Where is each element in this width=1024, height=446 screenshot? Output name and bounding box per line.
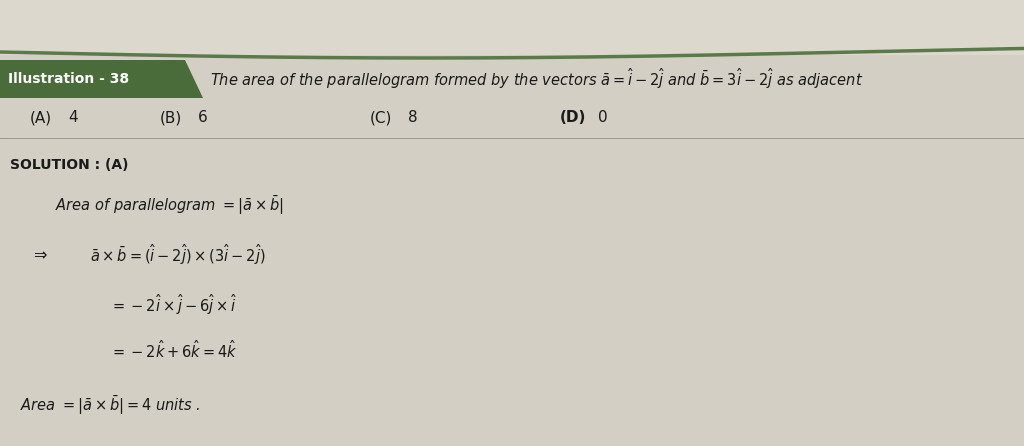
- Text: The area of the parallelogram formed by the vectors $\bar{a}=\hat{i}-2\hat{j}$ a: The area of the parallelogram formed by …: [210, 66, 863, 91]
- Text: (A): (A): [30, 111, 52, 125]
- Text: $\bar{a}\times\bar{b}=(\hat{i}-2\hat{j})\times(3\hat{i}-2\hat{j})$: $\bar{a}\times\bar{b}=(\hat{i}-2\hat{j})…: [90, 243, 265, 268]
- Text: 4: 4: [68, 111, 78, 125]
- Text: $\Rightarrow$: $\Rightarrow$: [30, 248, 48, 263]
- Text: 6: 6: [198, 111, 208, 125]
- Text: $=-2\hat{k}+6\hat{k}=4\hat{k}$: $=-2\hat{k}+6\hat{k}=4\hat{k}$: [110, 339, 238, 361]
- Text: (D): (D): [560, 111, 587, 125]
- Text: 0: 0: [598, 111, 607, 125]
- Text: (B): (B): [160, 111, 182, 125]
- Text: (C): (C): [370, 111, 392, 125]
- Text: Area $=|\bar{a}\times\bar{b}|=4$ units .: Area $=|\bar{a}\times\bar{b}|=4$ units .: [20, 393, 201, 417]
- Text: Area of parallelogram $=|\bar{a}\times\bar{b}|$: Area of parallelogram $=|\bar{a}\times\b…: [55, 194, 284, 216]
- Text: SOLUTION : (A): SOLUTION : (A): [10, 158, 128, 172]
- Bar: [0, 0, 1024, 55]
- Text: $=-2\hat{i}\times\hat{j}-6\hat{j}\times\hat{i}$: $=-2\hat{i}\times\hat{j}-6\hat{j}\times\…: [110, 293, 238, 318]
- Text: Illustration - 38: Illustration - 38: [8, 72, 129, 86]
- Bar: [0, 55, 1024, 446]
- Polygon shape: [0, 60, 203, 98]
- Text: 8: 8: [408, 111, 418, 125]
